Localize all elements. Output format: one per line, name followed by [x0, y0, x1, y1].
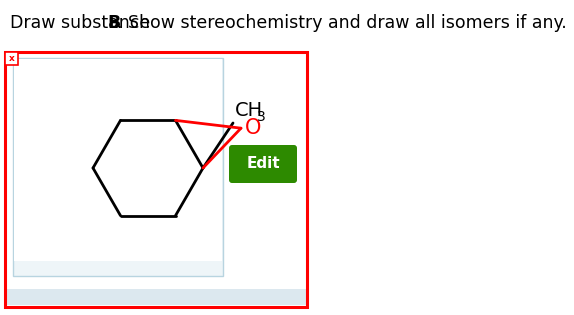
Text: x: x: [9, 54, 14, 63]
Text: Draw substance: Draw substance: [10, 14, 156, 32]
Text: Edit: Edit: [246, 157, 280, 171]
Text: 3: 3: [257, 110, 266, 124]
Bar: [5, 52, 307, 307]
FancyBboxPatch shape: [229, 145, 297, 183]
Text: B: B: [107, 14, 120, 32]
Text: O: O: [245, 118, 261, 138]
Bar: [14, 59, 222, 261]
Bar: [6, 289, 306, 305]
Bar: [5, 52, 18, 65]
Bar: [13, 58, 223, 276]
Text: . Show stereochemistry and draw all isomers if any.: . Show stereochemistry and draw all isom…: [117, 14, 567, 32]
Text: CH: CH: [235, 101, 263, 120]
